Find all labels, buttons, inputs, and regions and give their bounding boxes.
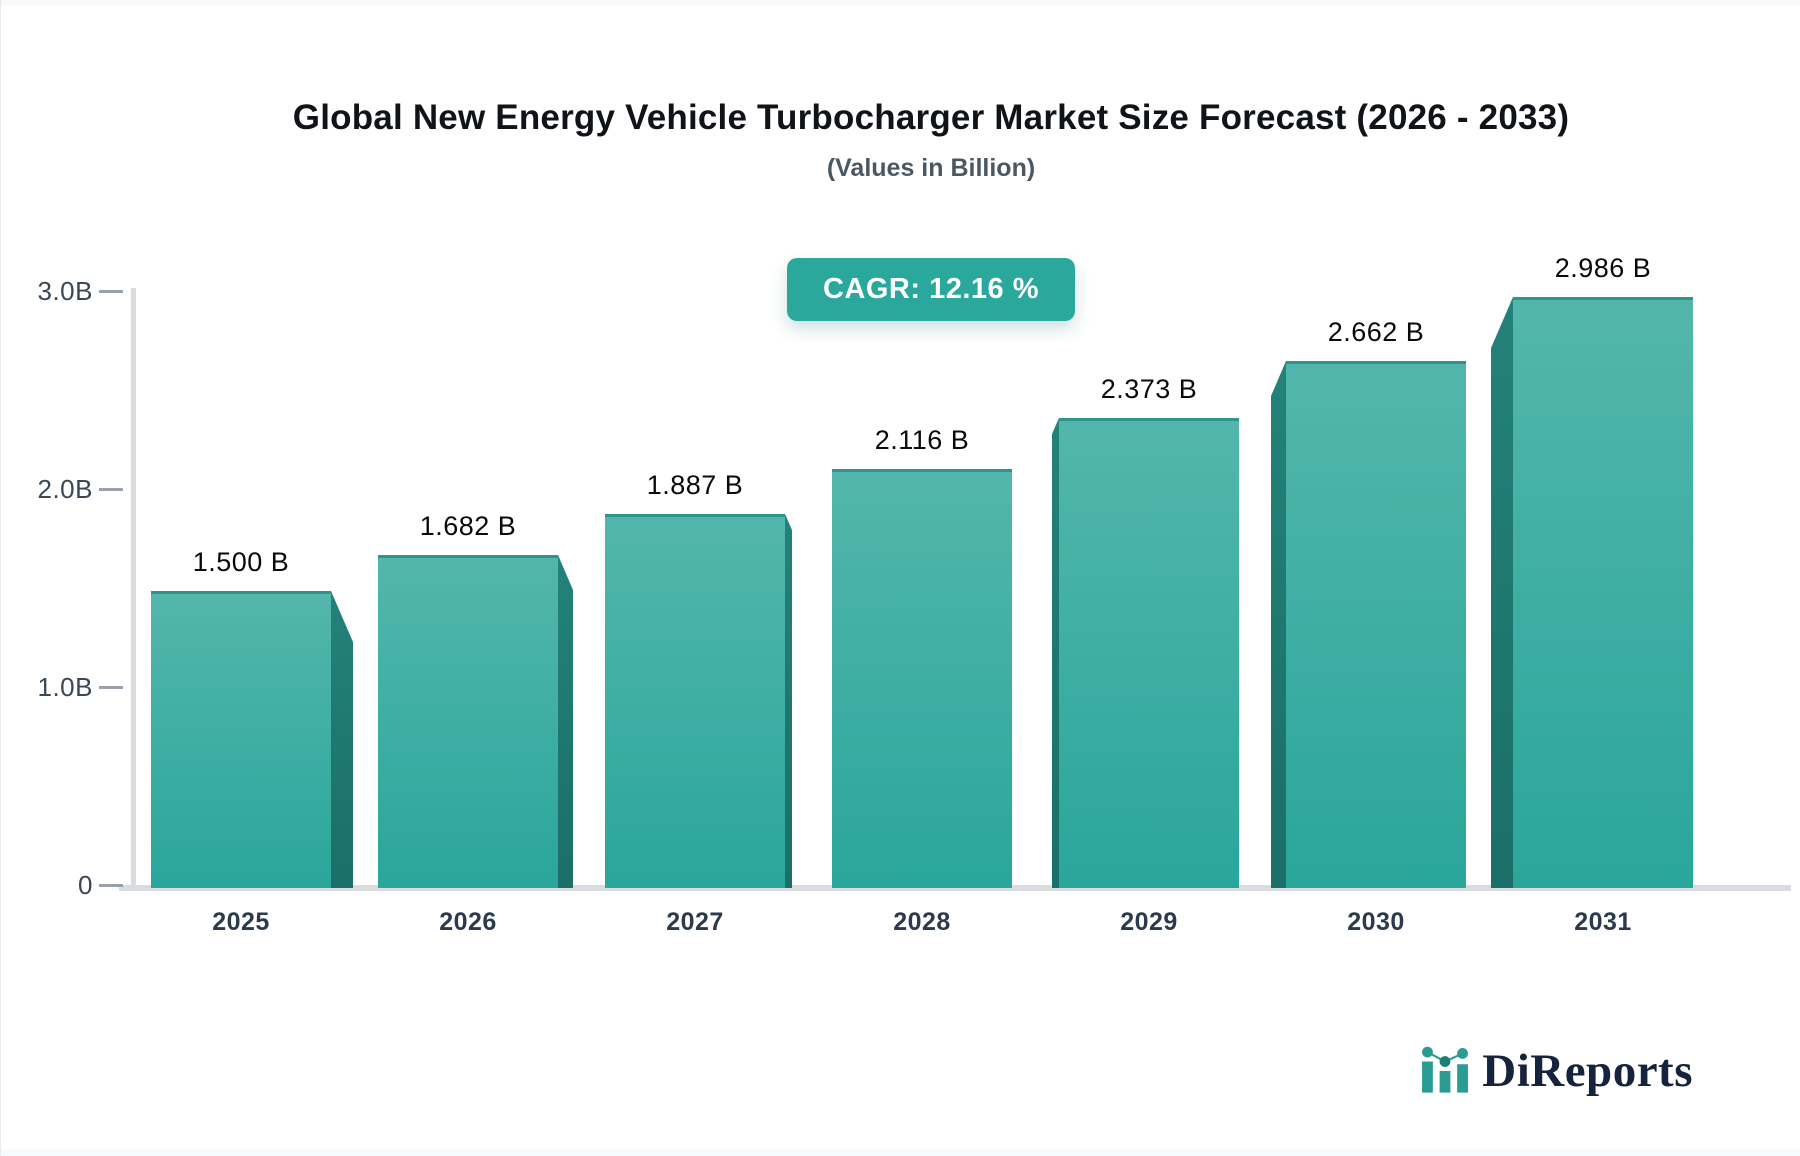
x-tick-label-2031: 2031 <box>1574 908 1632 936</box>
y-tick-mark <box>99 884 123 887</box>
chart-header: Global New Energy Vehicle Turbocharger M… <box>61 96 1800 183</box>
bar-side-panel-2031 <box>1491 297 1513 888</box>
direports-logo: DiReports <box>1418 1044 1693 1098</box>
bar-value-label: 2.373 B <box>1100 374 1198 404</box>
y-tick-label-0: 0 <box>78 870 93 900</box>
bar-value-label: 2.116 B <box>874 425 970 455</box>
x-tick-label-2029: 2029 <box>1120 908 1178 936</box>
chart-subtitle: (Values in Billion) <box>826 154 1036 182</box>
x-tick-label-2028: 2028 <box>893 908 951 936</box>
page-top-strip <box>1 0 1800 6</box>
x-tick-label-2027: 2027 <box>666 908 724 936</box>
bar-side-panel-2030 <box>1271 361 1286 888</box>
bar-value-label: 2.662 B <box>1327 317 1425 347</box>
x-tick-label-2030: 2030 <box>1347 908 1405 936</box>
x-tick-label-2026: 2026 <box>439 908 497 936</box>
bar-2026 <box>378 555 558 888</box>
y-tick-label-1.0B: 1.0B <box>37 672 93 702</box>
y-tick-label-3.0B: 3.0B <box>37 276 93 306</box>
bar-2027 <box>605 514 785 888</box>
logo-bar-chart-icon <box>1418 1044 1472 1098</box>
bar-2030 <box>1286 361 1466 888</box>
y-tick-mark <box>99 686 123 689</box>
bar-2028 <box>832 469 1012 888</box>
y-tick-label-2.0B: 2.0B <box>37 474 93 504</box>
bar-value-label: 1.887 B <box>646 470 744 500</box>
x-tick-label-2025: 2025 <box>212 908 270 936</box>
cagr-badge: CAGR: 12.16 % <box>786 258 1075 321</box>
cagr-badge-row: CAGR: 12.16 % <box>61 258 1800 321</box>
page-title: Global New Energy Vehicle Turbocharger M… <box>292 98 1570 137</box>
bar-2031 <box>1513 297 1693 888</box>
logo-text: DiReports <box>1482 1045 1693 1097</box>
bar-value-label: 1.500 B <box>192 547 290 577</box>
page-bottom-strip <box>1 1149 1800 1156</box>
bar-2025 <box>151 591 331 888</box>
y-tick-mark <box>99 488 123 491</box>
bar-side-panel-2025 <box>331 591 353 888</box>
y-axis-line <box>131 288 136 888</box>
bar-side-panel-2029 <box>1052 418 1059 888</box>
bar-value-label: 1.682 B <box>419 511 517 541</box>
y-tick-mark <box>99 290 123 293</box>
bar-value-label: 2.986 B <box>1554 253 1652 283</box>
x-axis-line <box>119 885 1791 891</box>
bar-side-panel-2027 <box>785 514 792 888</box>
bar-2029 <box>1059 418 1239 888</box>
bar-side-panel-2026 <box>558 555 573 888</box>
